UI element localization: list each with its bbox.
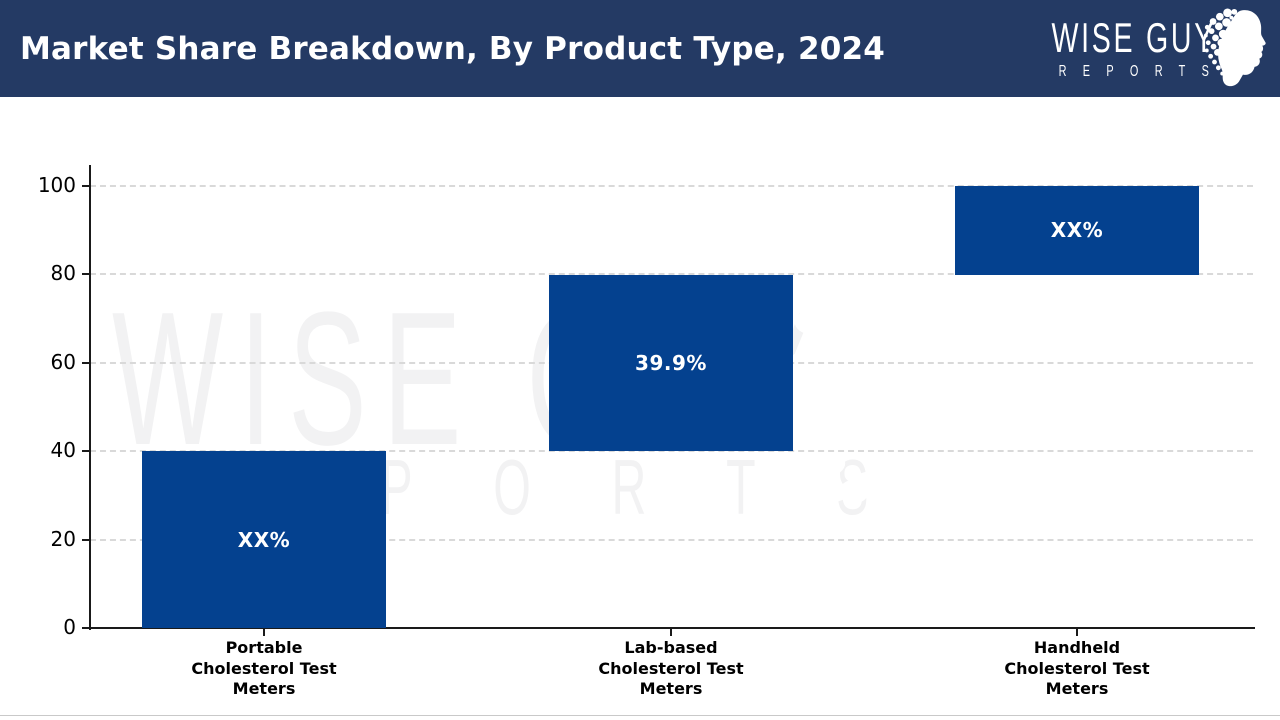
bar-segment: XX% [142, 451, 386, 628]
x-tick-mark [1076, 629, 1078, 636]
wiseguy-logo-name: WISE GUY [1051, 14, 1216, 61]
y-tick-label: 20 [50, 526, 76, 551]
page-title: Market Share Breakdown, By Product Type,… [20, 30, 886, 67]
x-tick-mark [670, 629, 672, 636]
bottom-divider [0, 715, 1280, 716]
category-line: Handheld [1033, 638, 1121, 657]
x-tick-mark [263, 629, 265, 636]
gridline [90, 185, 1253, 187]
x-category-label: Lab-based Cholesterol Test Meters [511, 638, 831, 700]
y-tick-mark [82, 538, 90, 541]
category-line: Meters [1045, 679, 1109, 698]
category-line: Cholesterol Test [598, 658, 744, 678]
x-axis-line [89, 627, 1255, 629]
header-bar: Market Share Breakdown, By Product Type,… [0, 0, 1280, 97]
bar-value-label: XX% [237, 527, 291, 552]
y-tick-label: 40 [50, 438, 76, 463]
gridline [90, 450, 1253, 453]
wiseguy-logo-text: WISE GUY REPORTS [1051, 17, 1216, 80]
y-tick-mark [82, 185, 90, 187]
bar-segment: XX% [955, 186, 1199, 275]
category-line: Lab-based [624, 638, 718, 657]
x-category-label: Portable Cholesterol Test Meters [104, 638, 424, 700]
wiseguy-face-icon [1203, 7, 1266, 86]
y-tick-label: 0 [63, 615, 76, 639]
y-tick-mark [82, 273, 90, 276]
gridline [90, 538, 1253, 541]
y-tick-mark [82, 627, 90, 629]
bar-segment: 39.9% [549, 274, 793, 452]
y-tick-mark [82, 361, 90, 364]
y-tick-label: 100 [37, 173, 76, 197]
category-line: Cholesterol Test [1004, 658, 1150, 678]
wiseguy-logo: WISE GUY REPORTS [974, 7, 1268, 90]
gridline [90, 273, 1253, 276]
y-tick-mark [82, 450, 90, 453]
bar-value-label: 39.9% [635, 351, 707, 375]
bar-value-label: XX% [1050, 218, 1104, 243]
category-line: Portable [225, 638, 303, 657]
y-tick-label: 80 [50, 261, 76, 286]
wiseguy-logo-subtitle: REPORTS [1058, 63, 1226, 80]
y-tick-label: 60 [50, 349, 76, 374]
category-line: Cholesterol Test [191, 658, 337, 678]
y-axis-line [89, 165, 91, 630]
category-line: Meters [232, 679, 296, 698]
x-category-label: Handheld Cholesterol Test Meters [917, 638, 1237, 700]
category-line: Meters [639, 679, 703, 698]
